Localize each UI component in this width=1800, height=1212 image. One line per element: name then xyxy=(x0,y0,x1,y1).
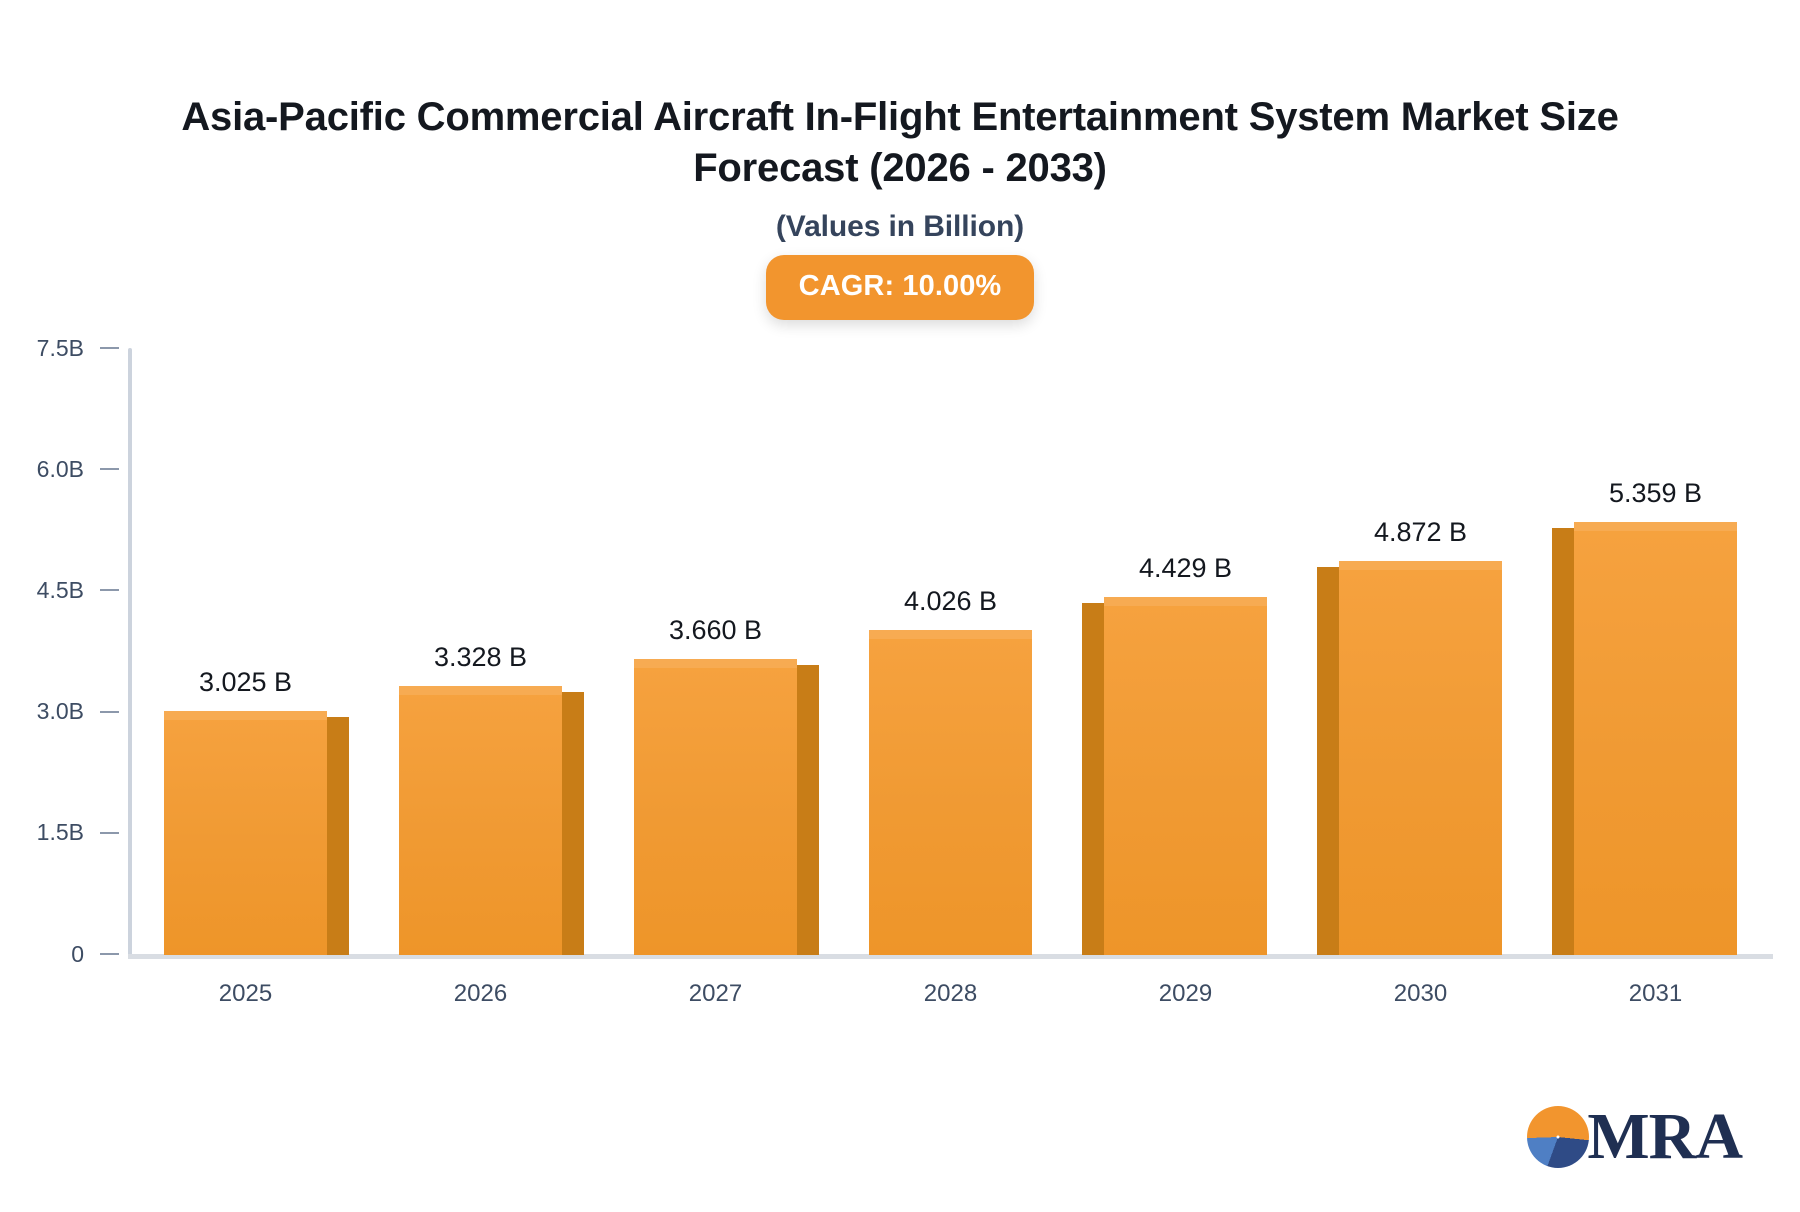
bar-top-face xyxy=(164,710,327,720)
bar-front-face[interactable] xyxy=(1104,597,1267,955)
bar-value-label: 3.660 B xyxy=(668,615,763,646)
bar-column[interactable] xyxy=(1552,300,1737,955)
bar-value-label: 5.359 B xyxy=(1608,477,1703,508)
y-axis-tick: 0 xyxy=(0,941,128,967)
x-axis-tick-label: 2031 xyxy=(1628,980,1683,1007)
brand-logo: MRA xyxy=(1527,1100,1743,1173)
y-axis-tick-label: 7.5B xyxy=(36,334,84,361)
y-axis-tick-mark xyxy=(100,710,119,713)
bar-3d-body[interactable] xyxy=(399,300,584,955)
y-axis-tick: 6.0B xyxy=(0,456,128,482)
x-axis-tick-label: 2029 xyxy=(1158,980,1213,1007)
y-axis-tick-label: 4.5B xyxy=(36,576,84,603)
bar-3d-body[interactable] xyxy=(1082,300,1267,955)
y-axis-tick-label: 0 xyxy=(71,940,84,967)
bar-top-face xyxy=(399,686,562,696)
y-axis-tick-mark xyxy=(100,589,119,592)
bar-top-face xyxy=(1574,522,1737,531)
pie-chart-icon xyxy=(1527,1106,1590,1168)
bar-front-face[interactable] xyxy=(634,659,797,955)
bar-column[interactable] xyxy=(399,300,584,955)
bar-series: 3.025 B 3.328 B 3.660 B 4.026 B 4.429 B 4.872… xyxy=(128,300,1773,955)
x-axis-tick-label: 2027 xyxy=(688,980,743,1007)
bar-column[interactable] xyxy=(634,300,819,955)
x-axis-tick-label: 2030 xyxy=(1393,980,1448,1007)
cagr-badge-container: CAGR: 10.00% xyxy=(0,255,1800,320)
bar-3d-body[interactable] xyxy=(164,300,349,955)
bar-side-face xyxy=(1317,567,1339,955)
bar-side-face xyxy=(797,665,819,955)
y-axis-tick-label: 3.0B xyxy=(36,698,84,725)
bar-3d-body[interactable] xyxy=(1552,300,1737,955)
bar-value-label: 4.026 B xyxy=(903,585,998,616)
y-axis-tick: 1.5B xyxy=(0,819,128,845)
bar-side-face xyxy=(1552,528,1574,955)
x-axis-tick-label: 2028 xyxy=(923,980,978,1007)
bar-front-face[interactable] xyxy=(869,629,1032,955)
bar-3d-body[interactable] xyxy=(1317,300,1502,955)
y-axis-tick: 7.5B xyxy=(0,335,128,361)
x-axis-tick-label: 2025 xyxy=(218,980,273,1007)
y-axis-tick-label: 1.5B xyxy=(36,819,84,846)
y-axis-tick-mark xyxy=(100,347,119,349)
x-axis-tick-label: 2026 xyxy=(453,980,508,1007)
bar-side-face xyxy=(1082,603,1104,955)
page-title: Asia-Pacific Commercial Aircraft In-Flig… xyxy=(181,95,1619,191)
bar-3d-body[interactable] xyxy=(634,300,819,955)
x-axis-line xyxy=(128,954,1773,959)
bar-top-face xyxy=(1104,597,1267,607)
y-axis-tick-label: 6.0B xyxy=(36,455,84,482)
bar-front-face[interactable] xyxy=(1339,561,1502,955)
bar-side-face xyxy=(562,692,584,955)
bar-top-face xyxy=(634,659,797,669)
y-axis-tick-mark xyxy=(100,468,119,471)
y-axis-tick-mark xyxy=(100,953,119,955)
bar-3d-body[interactable] xyxy=(869,300,1032,955)
bar-value-label: 3.328 B xyxy=(433,642,528,673)
y-axis-tick: 3.0B xyxy=(0,698,128,724)
y-axis-tick-mark xyxy=(100,831,119,834)
bar-front-face[interactable] xyxy=(399,686,562,955)
y-axis-tick: 4.5B xyxy=(0,577,128,603)
bar-side-face xyxy=(327,716,349,955)
logo-text: MRA xyxy=(1587,1100,1743,1173)
chart-header: Asia-Pacific Commercial Aircraft In-Flig… xyxy=(0,0,1800,244)
bar-front-face[interactable] xyxy=(164,710,327,955)
chart-subtitle: (Values in Billion) xyxy=(775,210,1025,244)
bar-column[interactable] xyxy=(1317,300,1502,955)
bar-value-label: 4.429 B xyxy=(1138,553,1233,584)
bar-column[interactable] xyxy=(869,300,1032,955)
bar-top-face xyxy=(869,629,1032,639)
bar-column[interactable] xyxy=(164,300,349,955)
bar-value-label: 3.025 B xyxy=(198,666,293,697)
y-axis-line xyxy=(128,348,132,956)
bar-column[interactable] xyxy=(1082,300,1267,955)
bar-top-face xyxy=(1339,561,1502,571)
bar-front-face[interactable] xyxy=(1574,522,1737,955)
status-badge: CAGR: 10.00% xyxy=(765,255,1035,320)
bar-value-label: 4.872 B xyxy=(1373,517,1468,548)
